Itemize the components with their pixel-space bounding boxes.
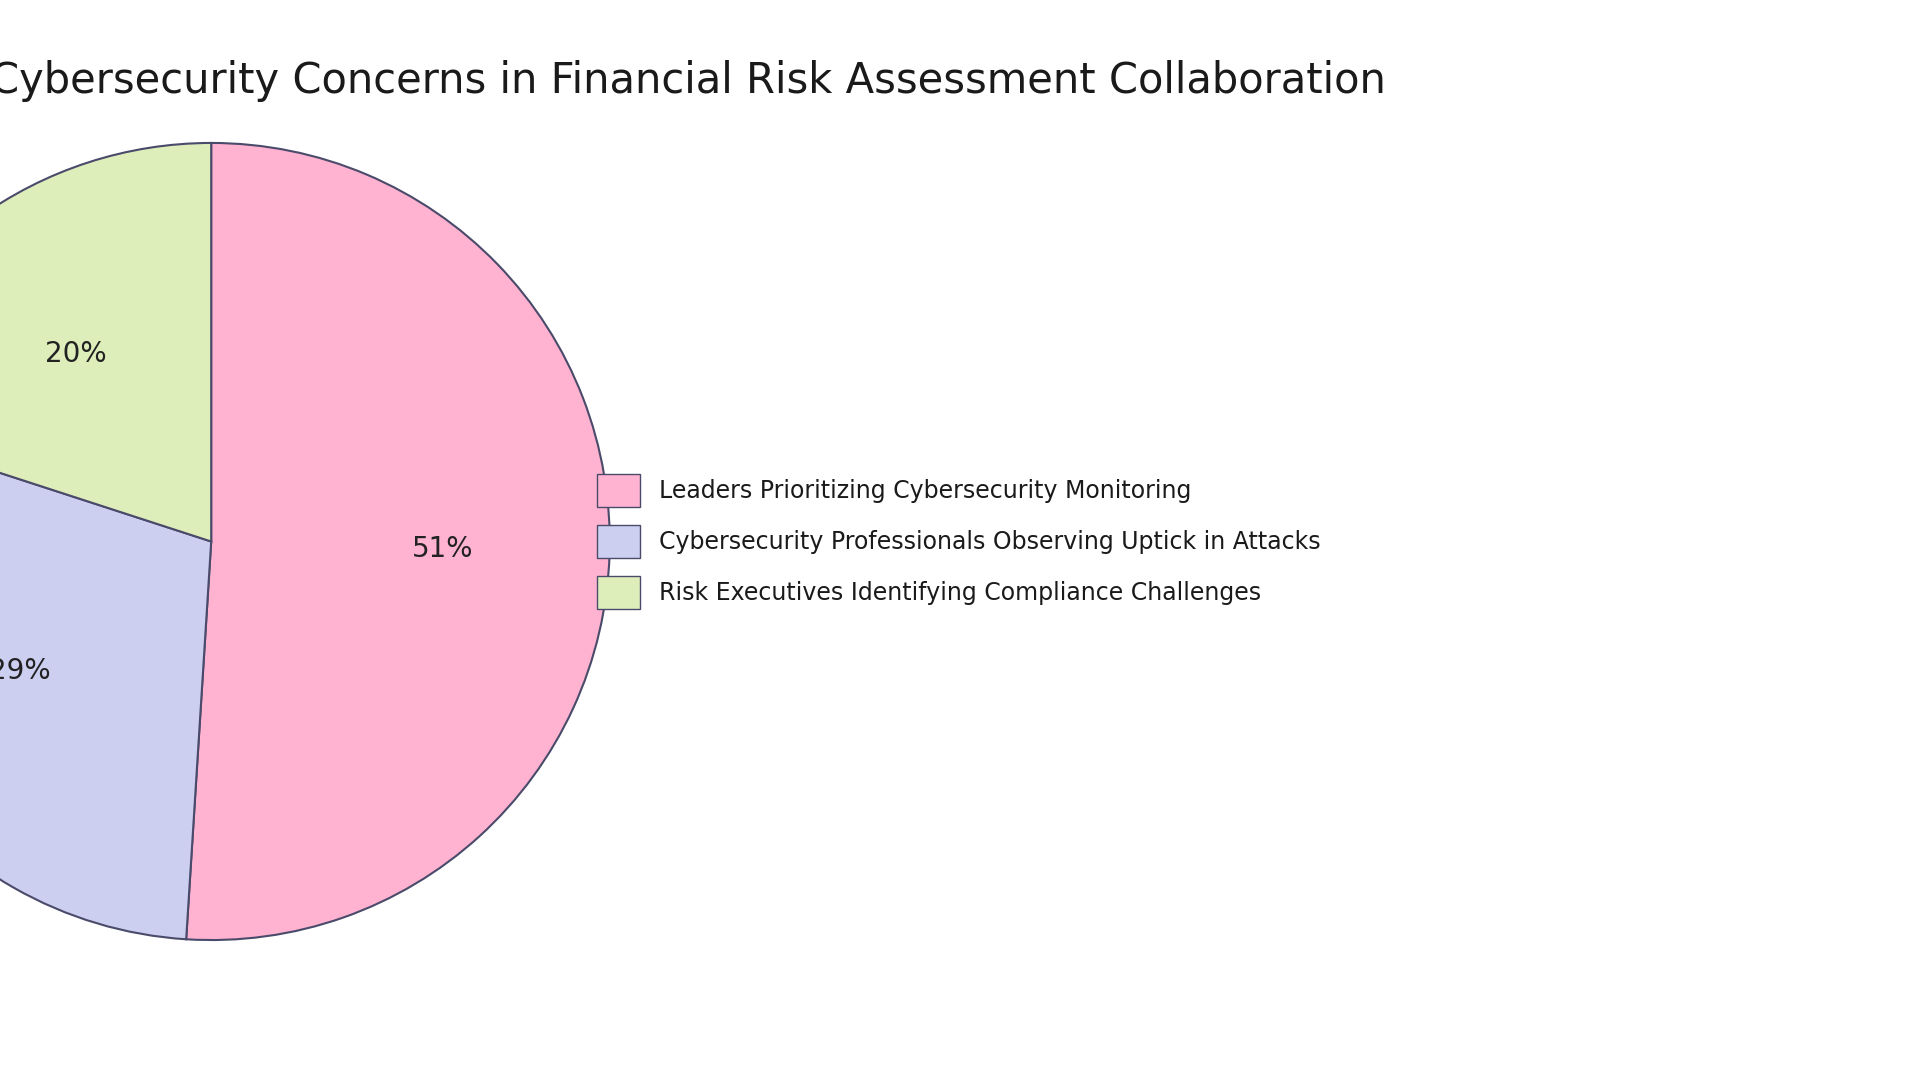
Wedge shape bbox=[186, 143, 611, 940]
Text: 20%: 20% bbox=[44, 340, 106, 368]
Text: 29%: 29% bbox=[0, 657, 50, 686]
Text: Cybersecurity Concerns in Financial Risk Assessment Collaboration: Cybersecurity Concerns in Financial Risk… bbox=[0, 60, 1386, 102]
Legend: Leaders Prioritizing Cybersecurity Monitoring, Cybersecurity Professionals Obser: Leaders Prioritizing Cybersecurity Monit… bbox=[597, 473, 1321, 610]
Text: 51%: 51% bbox=[411, 535, 472, 563]
Wedge shape bbox=[0, 143, 211, 542]
Wedge shape bbox=[0, 418, 211, 939]
